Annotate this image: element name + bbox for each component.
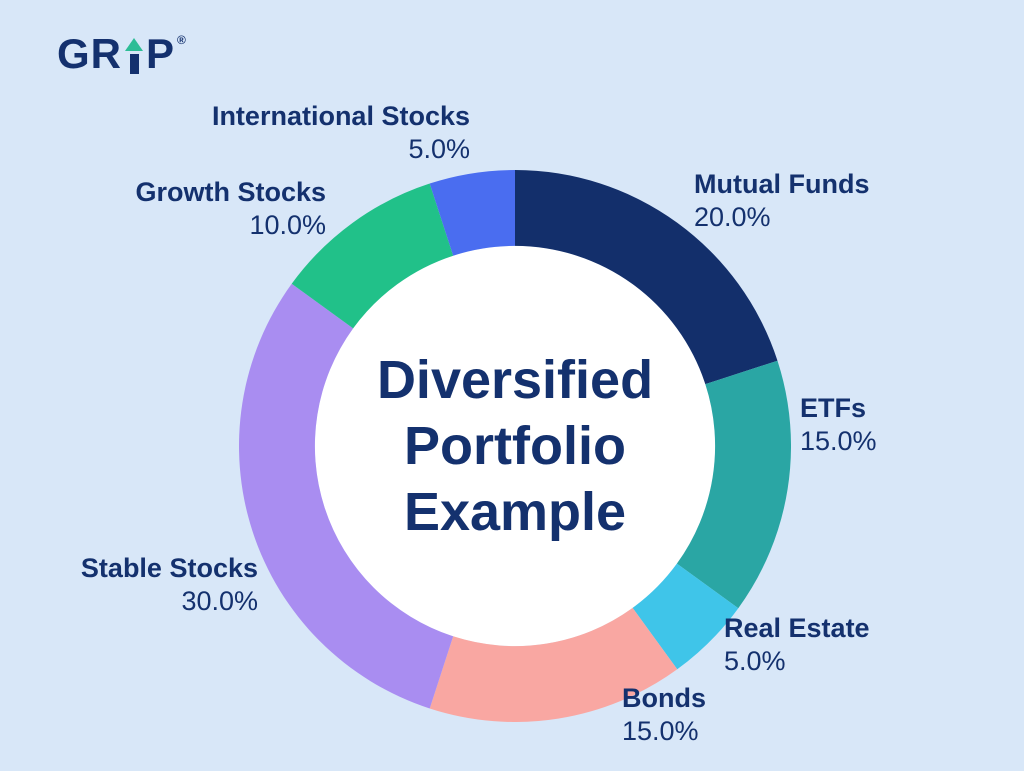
donut-segment-mutual-funds (515, 170, 778, 385)
segment-percentage: 5.0% (724, 646, 786, 676)
chart-title: Diversified Portfolio Example (295, 347, 735, 545)
segment-name: Growth Stocks (135, 177, 326, 207)
segment-name: Mutual Funds (694, 169, 870, 199)
segment-label-growth-stocks: Growth Stocks 10.0% (135, 176, 326, 242)
logo-triangle-icon (125, 38, 143, 51)
donut-segment-etfs (676, 360, 791, 609)
logo-letter-i (125, 38, 143, 74)
chart-title-line-3: Example (403, 482, 627, 542)
donut-segment-growth-stocks (291, 183, 454, 329)
segment-label-mutual-funds: Mutual Funds 20.0% (694, 168, 869, 234)
segment-percentage: 20.0% (694, 202, 771, 232)
segment-name: Stable Stocks (80, 553, 258, 583)
grip-logo: GR P ® (57, 33, 186, 75)
segment-label-international-stocks: International Stocks 5.0% (212, 100, 470, 166)
segment-label-bonds: Bonds 15.0% (622, 682, 706, 748)
registered-mark: ® (177, 33, 186, 47)
segment-percentage: 15.0% (622, 716, 699, 746)
segment-label-stable-stocks: Stable Stocks 30.0% (81, 552, 258, 618)
donut-segment-international-stocks (429, 170, 515, 256)
segment-name: Real Estate (724, 613, 870, 643)
segment-percentage: 5.0% (408, 134, 470, 164)
segment-label-etfs: ETFs 15.0% (800, 392, 877, 458)
donut-hole (314, 245, 716, 647)
logo-text-p: P (146, 30, 176, 77)
logo-i-stem (129, 54, 139, 74)
donut-segment-stable-stocks (239, 283, 454, 709)
chart-title-line-2: Portfolio (404, 416, 626, 476)
segment-name: ETFs (800, 393, 867, 423)
donut-chart (239, 170, 791, 722)
segment-name: International Stocks (211, 101, 470, 131)
segment-percentage: 10.0% (249, 210, 326, 240)
donut-segment-real-estate (632, 563, 739, 670)
logo-text-gr: GR (57, 30, 122, 77)
donut-segment-bonds (429, 607, 678, 722)
segment-percentage: 30.0% (181, 586, 258, 616)
segment-percentage: 15.0% (800, 426, 877, 456)
chart-title-line-1: Diversified (376, 350, 654, 410)
segment-label-real-estate: Real Estate 5.0% (724, 612, 870, 678)
segment-name: Bonds (622, 683, 706, 713)
